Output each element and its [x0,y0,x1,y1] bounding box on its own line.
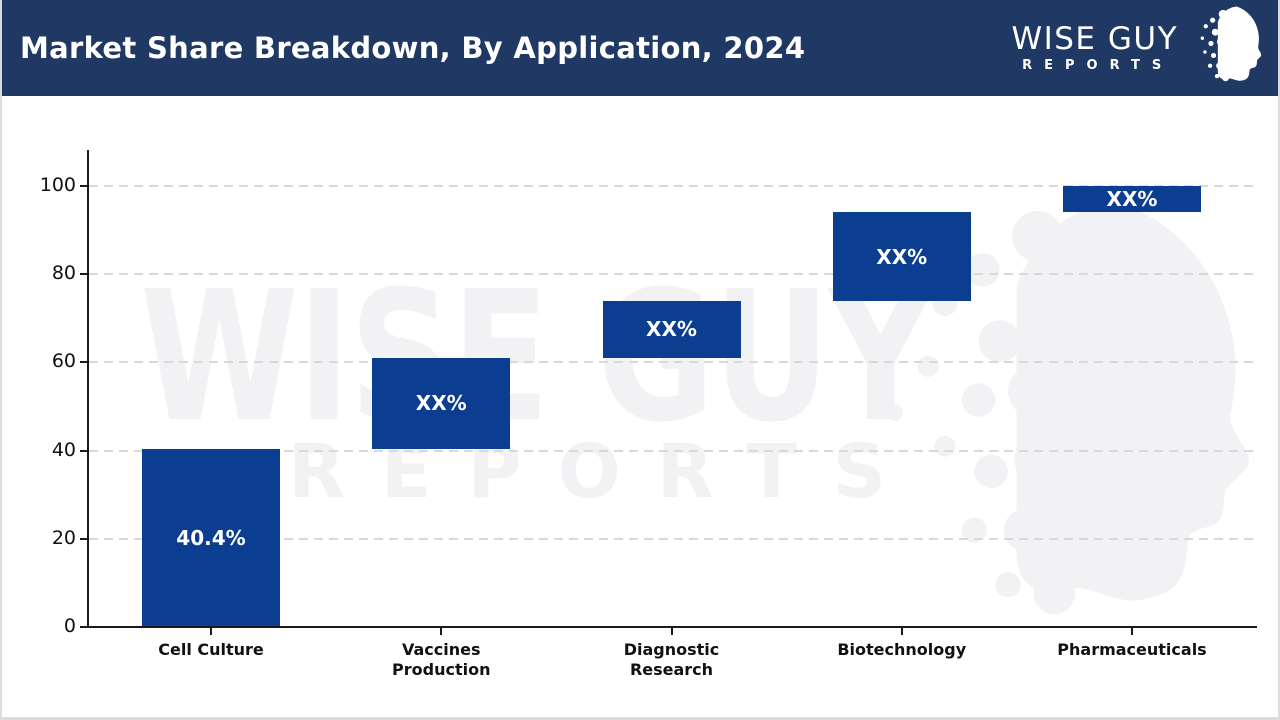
x-tick-biotechnology [900,628,903,635]
bar-diagnostic-research: XX% [602,300,741,358]
y-tick-40 [80,449,88,452]
logo-subtitle: REPORTS [1022,58,1174,73]
gridline-80 [89,273,1256,276]
header-bar: Market Share Breakdown, By Application, … [0,0,1280,96]
bar-value-label-pharmaceuticals: XX% [1106,187,1158,212]
bar-value-label-biotechnology: XX% [876,244,928,269]
x-axis-label-biotechnology: Biotechnology [837,640,967,659]
bar-value-label-vaccines-production: XX% [415,391,467,416]
logo-wordmark: WISE GUY [1011,21,1178,57]
bar-cell-culture: 40.4% [142,448,280,627]
bar-value-label-cell-culture: 40.4% [176,525,246,550]
y-tick-80 [80,273,88,276]
y-tick-label-100: 100 [39,174,76,196]
y-tick-60 [80,361,88,364]
y-tick-0 [80,626,88,628]
wise-guy-reports-logo: WISE GUY REPORTS [1011,4,1266,92]
logo-text: WISE GUY REPORTS [1011,23,1178,73]
y-tick-label-40: 40 [51,438,76,461]
page-title: Market Share Breakdown, By Application, … [20,31,806,65]
gridline-20 [89,537,1256,540]
waterfall-chart: 0 20 40 60 80 100 40.4% Cell Culture XX% Vaccines… [0,96,1280,720]
x-axis-label-cell-culture: Cell Culture [158,640,264,659]
y-tick-100 [80,185,88,187]
x-axis-label-pharmaceuticals: Pharmaceuticals [1057,640,1207,659]
x-axis-line [87,626,1257,628]
y-tick-label-20: 20 [51,526,76,549]
x-tick-cell-culture [210,628,212,635]
watermark-wordmark: WISE GUY [140,253,933,462]
y-tick-label-60: 60 [51,350,76,373]
bar-biotechnology: XX% [832,212,971,301]
x-tick-vaccines-production [440,628,443,635]
y-tick-20 [80,537,88,540]
x-axis-label-diagnostic-research: Diagnostic Research [623,640,720,679]
y-tick-label-80: 80 [51,262,76,285]
x-tick-diagnostic-research [670,628,673,635]
x-tick-pharmaceuticals [1131,628,1133,635]
gridline-100 [89,185,1256,187]
bar-pharmaceuticals: XX% [1063,186,1201,213]
y-axis-line [87,150,89,627]
gridline-40 [89,449,1256,452]
logo-head-icon [1180,3,1266,93]
bar-vaccines-production: XX% [372,357,511,449]
x-axis-label-vaccines-production: Vaccines Production [392,640,491,679]
y-tick-label-0: 0 [63,615,76,637]
bar-value-label-diagnostic-research: XX% [646,317,697,342]
gridline-60 [89,361,1256,364]
